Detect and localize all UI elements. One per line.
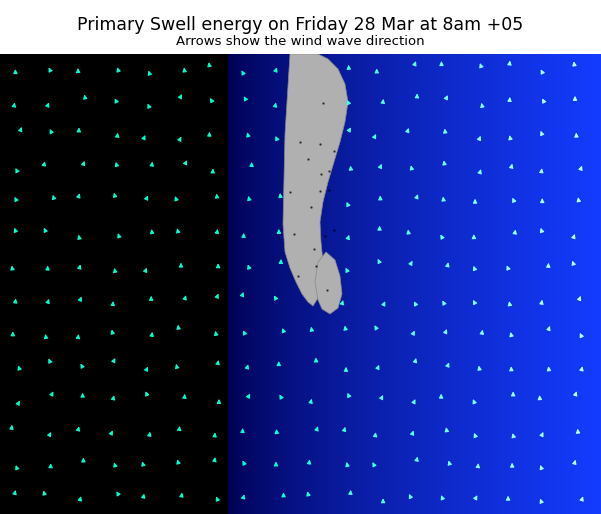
Polygon shape bbox=[283, 54, 348, 306]
Text: Arrows show the wind wave direction: Arrows show the wind wave direction bbox=[176, 35, 425, 48]
Polygon shape bbox=[315, 252, 342, 314]
Text: Primary Swell energy on Friday 28 Mar at 8am +05: Primary Swell energy on Friday 28 Mar at… bbox=[78, 16, 523, 34]
